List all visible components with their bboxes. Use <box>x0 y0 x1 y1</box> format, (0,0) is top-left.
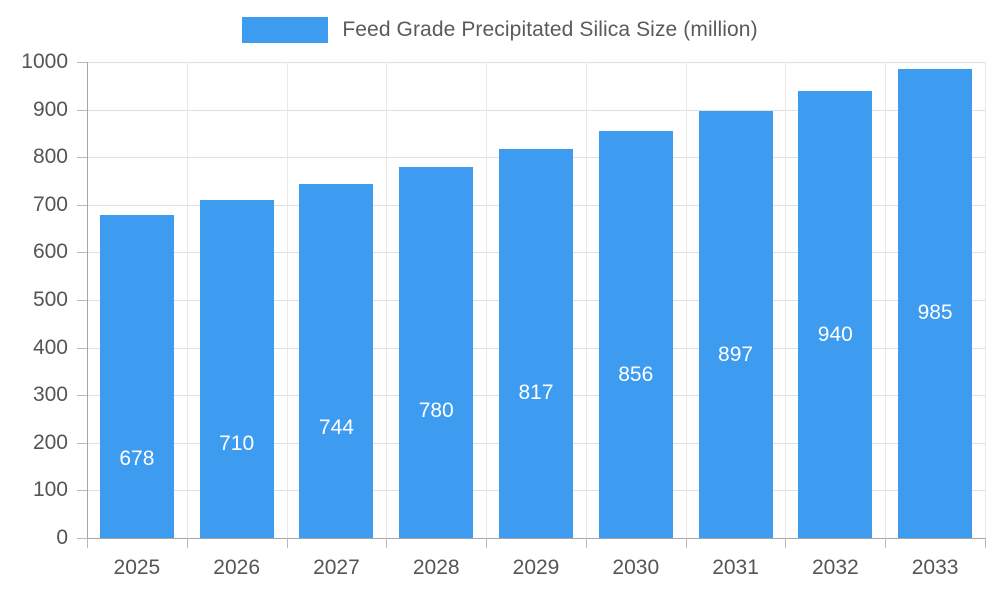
bar-value-label: 710 <box>219 432 255 456</box>
gridline-vertical <box>985 62 986 538</box>
y-axis-tick <box>77 300 87 301</box>
bar-value-label: 985 <box>917 301 953 325</box>
y-axis-tick-label: 600 <box>32 240 68 264</box>
gridline-vertical <box>885 62 887 538</box>
y-axis-tick-label: 200 <box>32 430 68 454</box>
y-axis-tick <box>77 62 87 63</box>
y-axis-tick-label: 300 <box>32 383 68 407</box>
x-axis-tick <box>585 538 587 548</box>
bar-value-label: 897 <box>718 343 754 367</box>
bar-value-label: 780 <box>418 398 454 422</box>
x-axis-tick <box>386 538 388 548</box>
y-axis-tick <box>77 490 87 492</box>
legend-label: Feed Grade Precipitated Silica Size (mil… <box>342 18 758 41</box>
x-axis-tick <box>286 538 288 548</box>
y-axis-line <box>87 62 88 539</box>
bar[interactable] <box>698 111 773 538</box>
x-axis-tick-label: 2031 <box>712 556 759 579</box>
legend-color-swatch <box>242 17 329 43</box>
bar-value-label: 817 <box>518 381 554 405</box>
bar-value-label: 940 <box>817 322 853 346</box>
x-axis-tick-label: 2025 <box>113 556 161 579</box>
gridline-vertical <box>486 62 488 538</box>
x-axis-tick-label: 2027 <box>313 556 360 579</box>
y-axis-tick-label: 0 <box>56 526 68 549</box>
y-axis-tick <box>77 442 87 444</box>
bar[interactable] <box>299 183 374 538</box>
y-axis-tick-label: 100 <box>32 478 68 502</box>
x-axis-tick-label: 2032 <box>811 556 859 579</box>
x-axis-tick-label: 2028 <box>412 556 460 579</box>
chart-legend: Feed Grade Precipitated Silica Size (mil… <box>0 10 1000 50</box>
gridline-horizontal <box>87 109 985 111</box>
x-axis-tick-label: 2026 <box>213 556 261 579</box>
bar[interactable] <box>598 130 673 538</box>
y-axis-tick <box>77 347 87 349</box>
x-axis-tick-label: 2033 <box>911 556 959 579</box>
y-axis-tick-label: 800 <box>32 145 68 169</box>
gridline-horizontal <box>87 62 985 63</box>
bar[interactable] <box>798 90 873 538</box>
x-axis-tick <box>186 538 188 548</box>
x-axis-tick <box>985 538 986 548</box>
gridline-vertical <box>286 62 288 538</box>
y-axis-tick <box>77 395 87 397</box>
x-axis-tick <box>87 538 88 548</box>
y-axis-tick-label: 400 <box>32 335 68 359</box>
x-axis-tick <box>785 538 787 548</box>
bar-value-label: 678 <box>119 447 155 471</box>
y-axis-tick-label: 900 <box>32 97 68 121</box>
x-axis-tick <box>685 538 687 548</box>
y-axis-tick <box>77 204 87 206</box>
bar-value-label: 856 <box>618 362 654 386</box>
gridline-vertical <box>585 62 587 538</box>
y-axis-tick <box>77 538 87 539</box>
plot-area: 678 710 744 780 817 856 897 940 985 <box>87 62 986 539</box>
y-axis-tick <box>77 252 87 254</box>
y-axis-tick <box>77 109 87 111</box>
x-axis-tick-label: 2030 <box>612 556 660 579</box>
bar[interactable] <box>499 149 573 538</box>
bar-value-label: 744 <box>318 415 354 439</box>
x-axis-tick <box>885 538 887 548</box>
y-axis-tick-label: 500 <box>32 288 68 311</box>
y-axis-tick <box>77 157 87 159</box>
y-axis-tick-label: 1000 <box>21 50 68 73</box>
bar[interactable] <box>199 200 274 538</box>
gridline-vertical <box>685 62 687 538</box>
y-axis-tick-label: 700 <box>32 192 68 216</box>
x-axis-tick <box>486 538 488 548</box>
x-axis-line <box>87 538 985 539</box>
x-axis-tick-label: 2029 <box>512 556 560 579</box>
bar[interactable] <box>399 166 474 538</box>
bar[interactable] <box>99 215 174 538</box>
gridline-vertical <box>186 62 188 538</box>
gridline-vertical <box>785 62 787 538</box>
bar[interactable] <box>898 69 973 538</box>
gridline-vertical <box>386 62 388 538</box>
